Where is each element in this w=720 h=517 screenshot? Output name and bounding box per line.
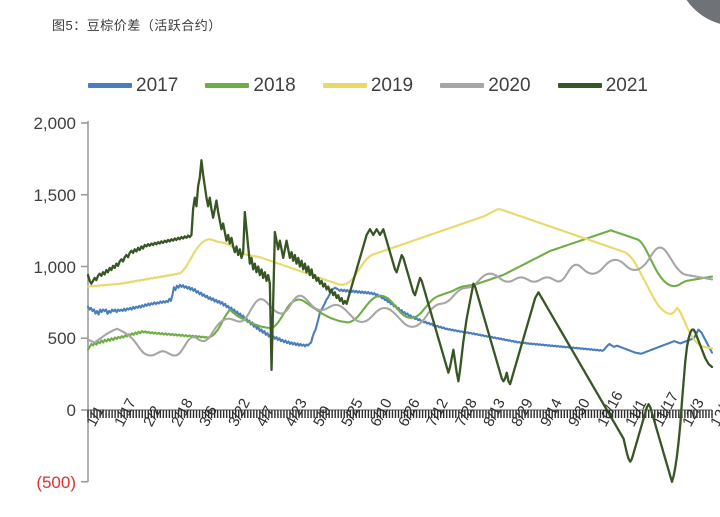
- series-line-2018: [86, 229, 714, 351]
- legend-label: 2019: [370, 74, 414, 96]
- y-axis-label: 0: [66, 401, 76, 420]
- y-axis-label: 500: [47, 329, 76, 349]
- legend-swatch-icon: [557, 82, 602, 88]
- legend-item-2017[interactable]: 2017: [88, 76, 178, 95]
- legend-item-2021[interactable]: 2021: [557, 74, 648, 96]
- chart-legend: 2017 2018 2019 2020 2021: [88, 74, 648, 96]
- y-axis-label: 1,500: [33, 185, 76, 205]
- y-axis-label: (500): [36, 472, 76, 492]
- legend-swatch-icon: [322, 82, 367, 88]
- legend-swatch-icon: [88, 82, 132, 88]
- legend-swatch-icon: [440, 82, 485, 88]
- legend-swatch-icon: [205, 82, 250, 88]
- legend-item-2020[interactable]: 2020: [440, 74, 531, 96]
- series-line-2020: [86, 246, 714, 357]
- plot-area: 2,000 1,500 1,000 500 0 (500) 1/1 1/17 2/2 2/18 3/…: [0, 110, 720, 517]
- series-line-2021: [86, 159, 714, 483]
- legend-label: 2017: [136, 74, 179, 96]
- y-axis-label: 2,000: [33, 114, 76, 133]
- legend-item-2018[interactable]: 2018: [205, 74, 296, 96]
- y-axis-label: 1,000: [33, 257, 76, 277]
- chart-svg: [81, 121, 714, 483]
- series-line-2019: [86, 208, 714, 350]
- legend-label: 2020: [488, 74, 531, 96]
- legend-item-2019[interactable]: 2019: [322, 74, 414, 96]
- legend-label: 2018: [253, 74, 296, 96]
- corner-decoration-icon: [676, 0, 720, 26]
- legend-label: 2021: [605, 74, 648, 96]
- page-title: 图5：豆棕价差（活跃合约）: [52, 18, 222, 33]
